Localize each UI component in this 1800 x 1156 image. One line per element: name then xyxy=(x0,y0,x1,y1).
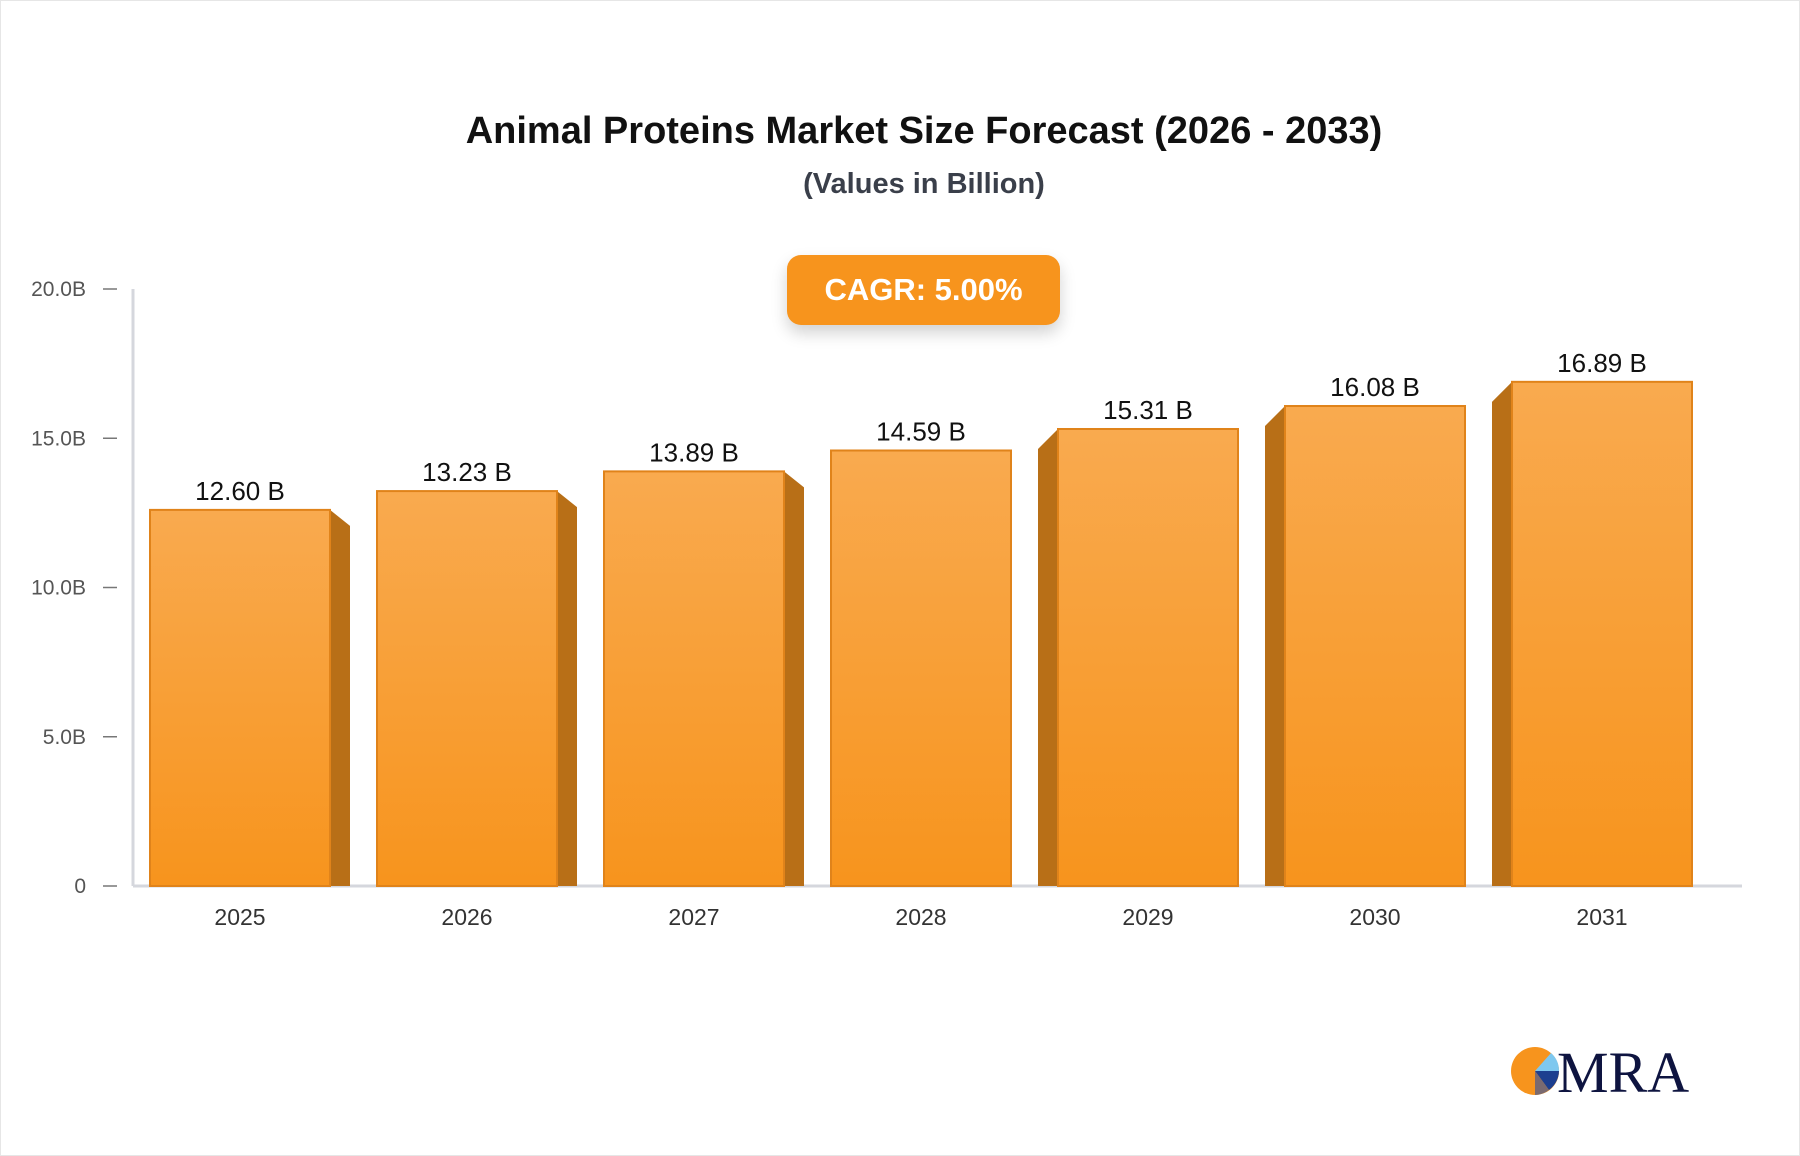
data-label: 12.60 B xyxy=(195,476,285,506)
svg-text:MRA: MRA xyxy=(1557,1040,1689,1100)
data-label: 16.08 B xyxy=(1330,372,1420,402)
bar xyxy=(1057,427,1239,887)
x-tick-label: 2028 xyxy=(895,904,946,930)
cagr-badge: CAGR: 5.00% xyxy=(787,255,1060,325)
bar xyxy=(376,490,558,887)
bar-side xyxy=(1492,381,1512,886)
bar-side xyxy=(784,471,804,886)
y-tick-label: 0 xyxy=(74,875,86,898)
x-tick-label: 2027 xyxy=(668,904,719,930)
data-label: 14.59 B xyxy=(876,416,966,446)
bar-side xyxy=(330,509,350,886)
bar-side xyxy=(1265,406,1285,886)
bar xyxy=(603,470,785,887)
mra-logo: MRA xyxy=(1511,1040,1689,1100)
x-tick-label: 2030 xyxy=(1349,904,1400,930)
bar-side xyxy=(557,491,577,886)
y-tick-label: 10.0B xyxy=(31,577,86,600)
data-label: 13.23 B xyxy=(422,457,512,487)
x-tick-label: 2025 xyxy=(214,904,265,930)
data-label: 16.89 B xyxy=(1557,348,1647,378)
x-tick-label: 2031 xyxy=(1576,904,1627,930)
x-tick-label: 2029 xyxy=(1122,904,1173,930)
data-label: 15.31 B xyxy=(1103,395,1193,425)
y-tick-label: 20.0B xyxy=(31,278,86,301)
y-tick-label: 5.0B xyxy=(43,726,86,749)
y-tick-label: 15.0B xyxy=(31,427,86,450)
bar xyxy=(830,449,1012,887)
bar xyxy=(1284,405,1466,887)
x-tick-label: 2026 xyxy=(441,904,492,930)
bar-side xyxy=(1038,428,1058,886)
bar xyxy=(1511,380,1693,887)
data-label: 13.89 B xyxy=(649,437,739,467)
chart-subtitle: (Values in Billion) xyxy=(803,168,1045,200)
bar xyxy=(149,508,331,887)
chart-title: Animal Proteins Market Size Forecast (20… xyxy=(465,110,1383,152)
